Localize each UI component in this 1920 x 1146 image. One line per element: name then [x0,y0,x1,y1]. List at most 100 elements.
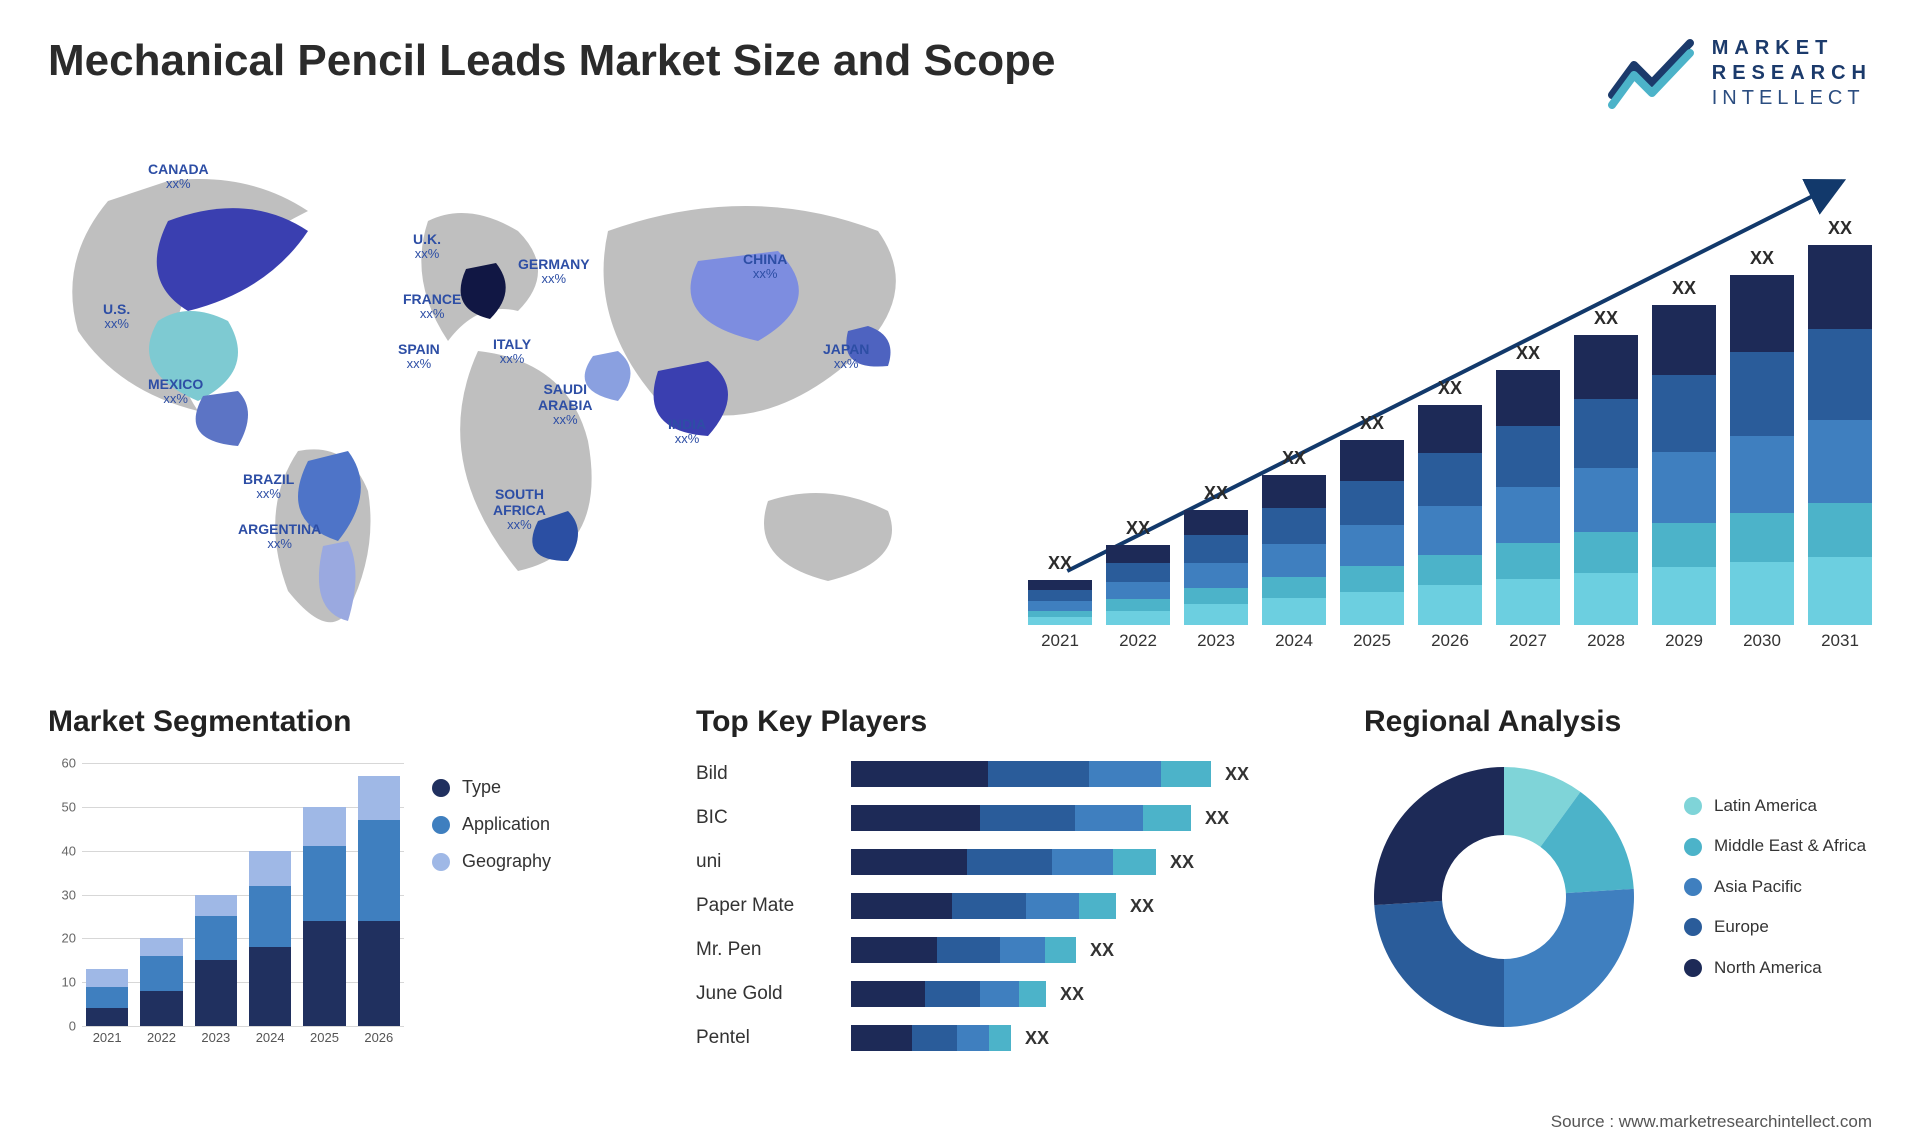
forecast-segment [1652,375,1716,452]
forecast-xaxis-tick: 2030 [1730,631,1794,661]
player-bar [851,849,1156,875]
forecast-chart: XXXXXXXXXXXXXXXXXXXXXX 20212022202320242… [1028,141,1872,661]
seg-segment [249,947,291,1026]
player-row: BildXX [696,757,1316,791]
forecast-segment [1340,592,1404,625]
player-value: XX [1170,852,1194,873]
forecast-segment [1574,573,1638,625]
seg-segment [86,969,128,987]
forecast-segment [1028,617,1092,625]
player-bar-segment [1000,937,1045,963]
forecast-xaxis-tick: 2022 [1106,631,1170,661]
logo-text-2: RESEARCH [1712,61,1872,86]
forecast-segment [1574,335,1638,399]
player-bar [851,981,1046,1007]
map-label-japan: JAPANxx% [823,341,869,372]
seg-bar-2025 [303,807,345,1026]
player-bar-segment [1161,761,1211,787]
player-bar [851,937,1076,963]
forecast-xaxis-tick: 2031 [1808,631,1872,661]
player-bar-segment [1052,849,1113,875]
seg-y-tick: 0 [48,1019,76,1034]
forecast-segment [1496,487,1560,543]
legend-label: Geography [462,851,551,872]
map-label-saudi-arabia: SAUDIARABIAxx% [538,381,592,428]
logo-text-1: MARKET [1712,36,1872,61]
map-label-canada: CANADAxx% [148,161,209,192]
forecast-segment [1496,426,1560,487]
world-map: CANADAxx%U.S.xx%MEXICOxx%BRAZILxx%ARGENT… [48,141,988,661]
seg-segment [249,886,291,947]
player-bar-segment [912,1025,957,1051]
player-bar-segment [967,849,1052,875]
player-bar-segment [1079,893,1116,919]
seg-segment [303,846,345,921]
forecast-bar-2029: XX [1652,278,1716,625]
forecast-bar-2026: XX [1418,378,1482,625]
seg-bar-2023 [195,895,237,1026]
player-bar-segment [1026,893,1079,919]
seg-segment [249,851,291,886]
forecast-segment [1808,329,1872,420]
forecast-segment [1262,508,1326,544]
player-bar-segment [851,761,988,787]
seg-x-tick: 2024 [249,1030,291,1052]
regional-title: Regional Analysis [1364,705,1872,739]
forecast-xaxis-tick: 2023 [1184,631,1248,661]
forecast-bar-2028: XX [1574,308,1638,625]
forecast-xaxis-tick: 2021 [1028,631,1092,661]
logo-text-3: INTELLECT [1712,86,1872,111]
player-bar-segment [851,937,937,963]
forecast-segment [1574,468,1638,532]
forecast-bar-label: XX [1048,553,1072,574]
forecast-xaxis-tick: 2028 [1574,631,1638,661]
forecast-segment [1340,525,1404,566]
player-bar-segment [851,849,967,875]
player-bar-segment [1019,981,1046,1007]
forecast-segment [1106,611,1170,625]
forecast-segment [1184,604,1248,625]
seg-segment [195,916,237,960]
regional-donut-chart [1364,757,1644,1037]
player-bar-segment [1089,761,1161,787]
forecast-segment [1106,563,1170,582]
forecast-segment [1808,420,1872,504]
segmentation-panel: Market Segmentation 20212022202320242025… [48,705,648,1065]
regional-legend-item: Asia Pacific [1684,877,1866,897]
player-value: XX [1090,940,1114,961]
source-footer: Source : www.marketresearchintellect.com [1551,1112,1872,1132]
legend-swatch-icon [1684,797,1702,815]
map-label-u-s-: U.S.xx% [103,301,130,332]
player-row: June GoldXX [696,977,1316,1011]
forecast-xaxis-tick: 2025 [1340,631,1404,661]
legend-swatch-icon [432,853,450,871]
player-name: uni [696,851,851,873]
forecast-bar-2021: XX [1028,553,1092,625]
player-bar-segment [1075,805,1143,831]
seg-x-tick: 2022 [140,1030,182,1052]
player-bar-segment [952,893,1026,919]
regional-legend: Latin AmericaMiddle East & AfricaAsia Pa… [1684,796,1866,998]
seg-x-tick: 2023 [195,1030,237,1052]
seg-segment [86,1008,128,1026]
player-bar-segment [937,937,1000,963]
key-players-title: Top Key Players [696,705,1316,739]
forecast-bar-2022: XX [1106,518,1170,625]
player-name: BIC [696,807,851,829]
forecast-segment [1574,532,1638,573]
player-bar-segment [1143,805,1191,831]
player-bar-segment [851,893,952,919]
map-label-u-k-: U.K.xx% [413,231,441,262]
regional-panel: Regional Analysis Latin AmericaMiddle Ea… [1364,705,1872,1065]
forecast-segment [1418,585,1482,625]
player-value: XX [1225,764,1249,785]
player-row: uni XX [696,845,1316,879]
player-row: Mr. PenXX [696,933,1316,967]
player-bar-segment [851,1025,912,1051]
forecast-bar-2031: XX [1808,218,1872,625]
seg-x-tick: 2025 [303,1030,345,1052]
player-row: Paper MateXX [696,889,1316,923]
seg-segment [358,921,400,1026]
forecast-bar-label: XX [1828,218,1852,239]
seg-x-tick: 2021 [86,1030,128,1052]
